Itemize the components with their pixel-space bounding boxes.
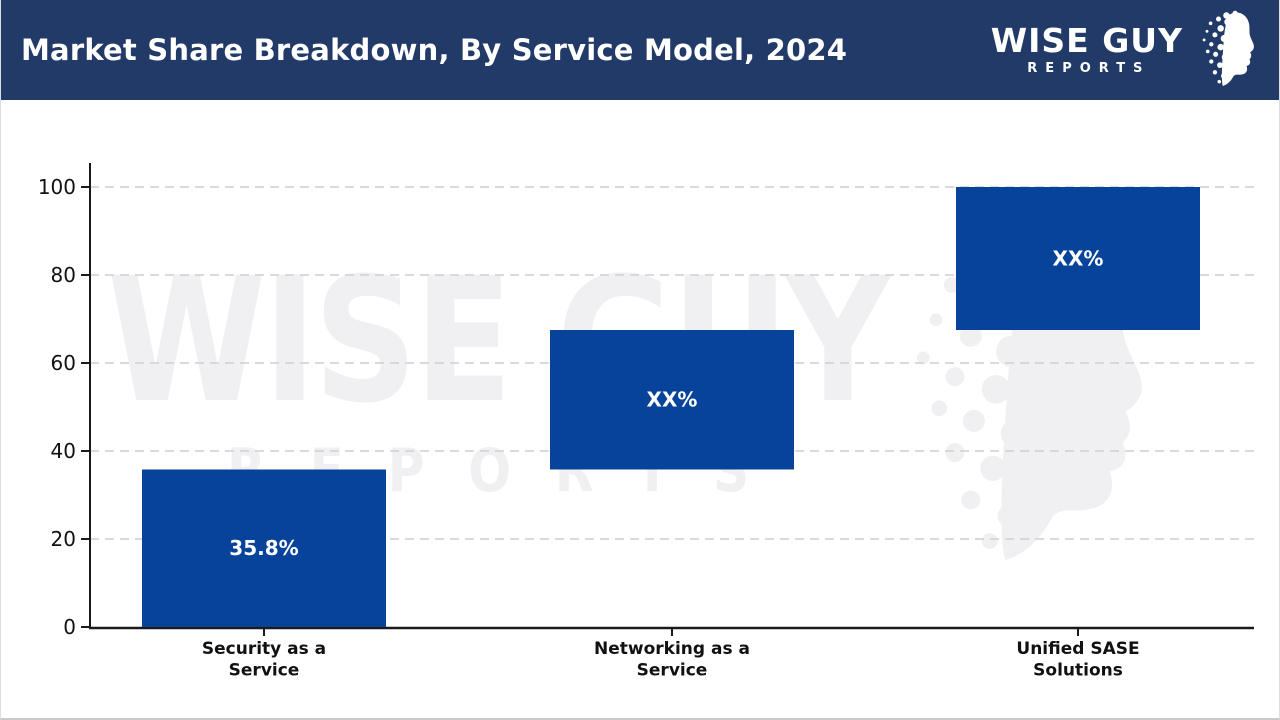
y-axis-tick-label: 60 bbox=[51, 351, 76, 375]
x-category-label: Security as a Service bbox=[202, 639, 326, 681]
chart-area: WISE GUY REPORTS 0 20 40 60 80 100 35.8% Securi… bbox=[1, 100, 1279, 717]
waterfall-chart: 0 20 40 60 80 100 35.8% Security as a Service XX%… bbox=[38, 163, 1254, 681]
y-axis-tick-label: 80 bbox=[51, 263, 76, 287]
bar-value-label: XX% bbox=[647, 388, 698, 412]
y-axis-tick-label: 20 bbox=[51, 527, 76, 551]
y-axis-tick-label: 0 bbox=[63, 615, 76, 639]
bar-value-label: XX% bbox=[1053, 247, 1104, 271]
y-axis-tick-label: 100 bbox=[38, 175, 76, 199]
chart-title: Market Share Breakdown, By Service Model… bbox=[21, 33, 848, 67]
bar-value-label: 35.8% bbox=[229, 536, 298, 560]
header-bar: Market Share Breakdown, By Service Model… bbox=[1, 0, 1279, 100]
x-category-label: Networking as a Service bbox=[594, 639, 750, 681]
bar bbox=[956, 187, 1200, 330]
x-category-label: Unified SASE Solutions bbox=[1016, 639, 1139, 681]
dotted-face-profile-icon bbox=[1202, 10, 1254, 86]
bar bbox=[550, 330, 794, 470]
logo-subtext: REPORTS bbox=[1027, 60, 1151, 76]
brand-logo-text: WISE GUY REPORTS bbox=[991, 24, 1183, 76]
logo-wordmark: WISE GUY bbox=[990, 21, 1183, 61]
brand-logo: WISE GUY REPORTS bbox=[991, 10, 1261, 90]
y-axis-tick-label: 40 bbox=[51, 439, 76, 463]
bar bbox=[142, 469, 386, 627]
